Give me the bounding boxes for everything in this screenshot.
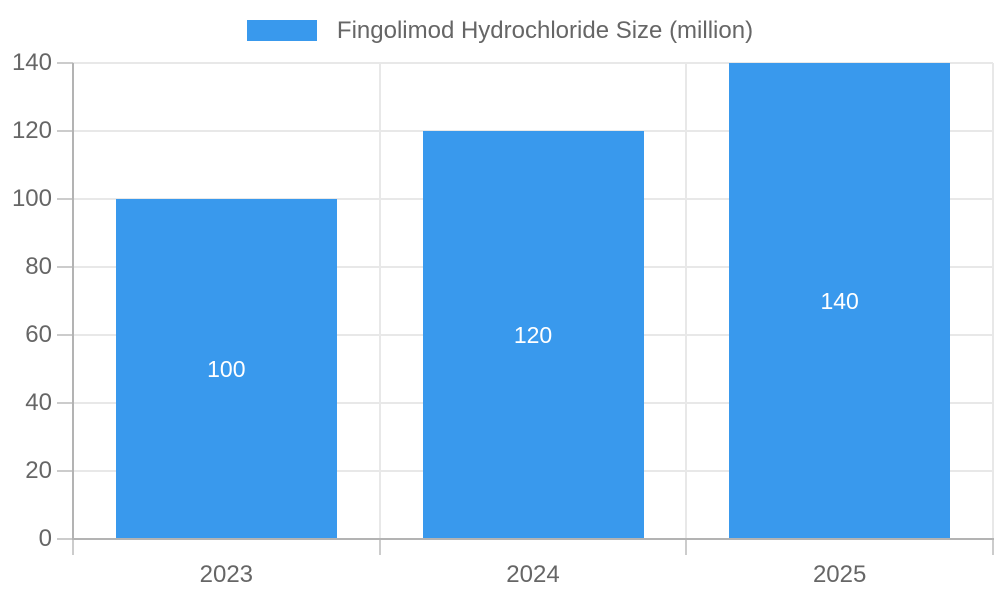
y-tick-label: 100 (11, 185, 52, 212)
y-tick-mark (57, 402, 73, 404)
x-tick-mark (685, 539, 688, 555)
y-tick-mark (57, 130, 73, 132)
y-tick-label: 0 (38, 525, 52, 552)
x-gridline (992, 63, 994, 539)
y-tick-label: 120 (11, 117, 52, 144)
legend-label: Fingolimod Hydrochloride Size (million) (336, 17, 754, 44)
x-tick-mark (378, 539, 381, 555)
x-tick-label: 2023 (199, 561, 254, 588)
x-tick-mark (992, 539, 994, 555)
x-gridline (685, 63, 688, 539)
bar-value-label: 140 (820, 288, 859, 314)
x-axis-line (72, 538, 994, 540)
y-tick-label: 20 (25, 457, 52, 484)
legend: Fingolimod Hydrochloride Size (million) (0, 18, 1000, 43)
bar-2025 (729, 63, 951, 539)
y-tick-mark (57, 62, 73, 64)
y-tick-mark (57, 470, 73, 472)
bar-2023 (115, 199, 337, 539)
y-tick-label: 60 (25, 321, 52, 348)
x-tick-label: 2024 (506, 561, 560, 588)
x-gridline (378, 63, 381, 539)
y-tick-mark (57, 538, 73, 540)
y-gridline (73, 62, 993, 64)
y-tick-label: 140 (11, 49, 52, 76)
y-tick-label: 40 (25, 389, 52, 416)
y-axis-line (72, 63, 74, 539)
y-tick-mark (57, 198, 73, 200)
x-tick-label: 2025 (812, 561, 867, 588)
bar-2024 (422, 131, 644, 539)
legend-item[interactable]: Fingolimod Hydrochloride Size (million) (246, 17, 754, 44)
y-tick-label: 80 (25, 253, 52, 280)
x-tick-mark (72, 539, 74, 555)
y-tick-mark (57, 334, 73, 336)
y-tick-mark (57, 266, 73, 268)
bar-value-label: 120 (513, 322, 553, 348)
legend-swatch (246, 20, 317, 41)
bar-value-label: 100 (207, 356, 246, 382)
